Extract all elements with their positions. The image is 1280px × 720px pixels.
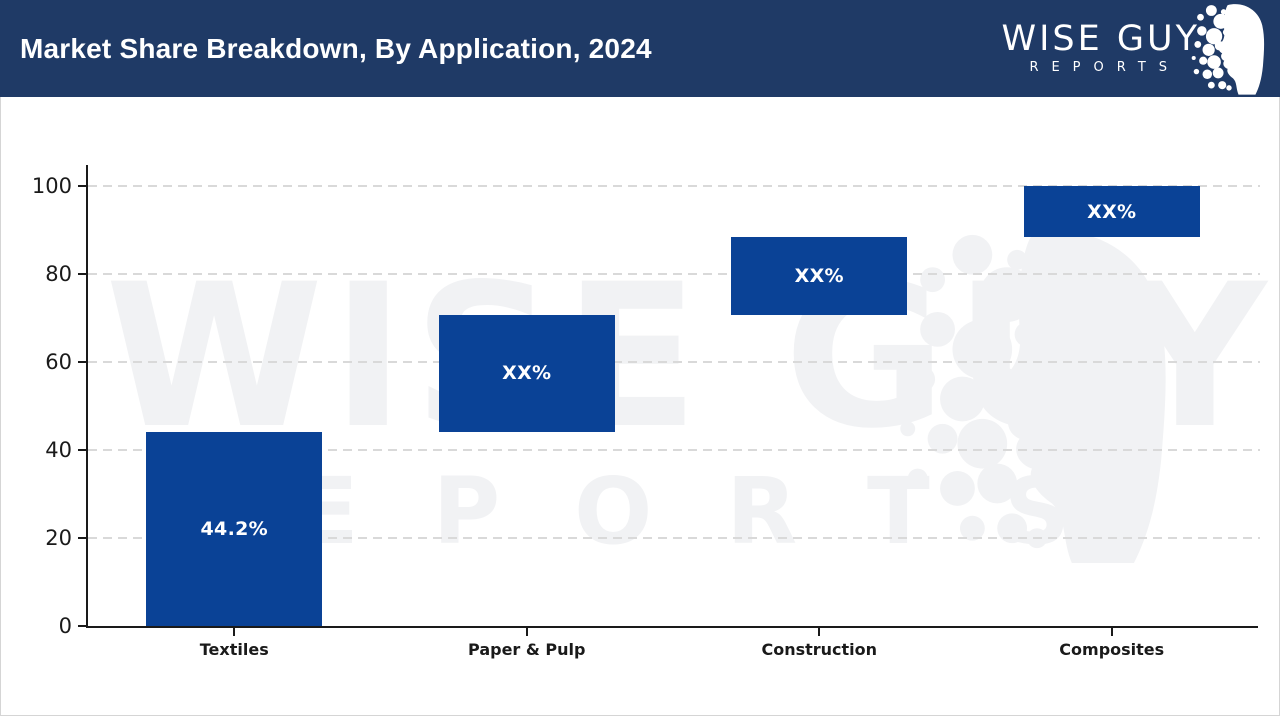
logo-text: WISE GUY REPORTS xyxy=(1001,19,1200,76)
bar-value-label: XX% xyxy=(502,362,552,385)
x-axis-tick xyxy=(818,628,821,636)
wise-guy-reports-logo: WISE GUY REPORTS xyxy=(1001,1,1270,96)
y-axis-tick xyxy=(78,185,86,187)
x-category-label: Composites xyxy=(1059,640,1165,659)
y-axis-tick-label: 0 xyxy=(58,614,72,638)
y-axis-tick-label: 20 xyxy=(45,526,72,550)
x-axis-tick xyxy=(233,628,236,636)
page-title: Market Share Breakdown, By Application, … xyxy=(20,32,652,64)
chart-header: Market Share Breakdown, By Application, … xyxy=(0,0,1280,97)
gridline-40 xyxy=(88,449,1260,451)
x-axis-tick xyxy=(1110,628,1113,636)
bar-textiles: 44.2% xyxy=(146,431,323,626)
x-category-label: Construction xyxy=(761,640,878,659)
bar-value-label: 44.2% xyxy=(200,517,268,540)
y-axis-tick xyxy=(78,361,86,363)
y-axis-tick xyxy=(78,537,86,539)
logo-wordmark: WISE GUY xyxy=(1001,19,1200,59)
bar-paper-pulp: XX% xyxy=(438,314,615,432)
x-category-label: Paper & Pulp xyxy=(468,640,586,659)
bar-composites: XX% xyxy=(1023,186,1200,238)
logo-subtitle: REPORTS xyxy=(1029,60,1181,75)
bar-value-label: XX% xyxy=(1087,200,1137,223)
bar-value-label: XX% xyxy=(794,264,844,287)
y-axis-tick-label: 40 xyxy=(45,438,72,462)
x-axis-tick xyxy=(525,628,528,636)
x-category-label: Textiles xyxy=(199,640,269,659)
gridline-60 xyxy=(88,361,1260,363)
dotted-head-icon xyxy=(1191,4,1265,95)
gridline-80 xyxy=(88,273,1260,275)
x-axis-line xyxy=(86,626,1258,628)
y-axis-tick xyxy=(78,625,86,627)
y-axis-tick xyxy=(78,273,86,275)
y-axis-line xyxy=(86,165,88,628)
gridline-100 xyxy=(88,185,1260,187)
y-axis-tick-label: 100 xyxy=(31,174,72,198)
gridline-20 xyxy=(88,537,1260,539)
y-axis-tick-label: 80 xyxy=(45,262,72,286)
y-axis-tick xyxy=(78,449,86,451)
y-axis-tick-label: 60 xyxy=(45,350,72,374)
bar-construction: XX% xyxy=(731,237,908,315)
